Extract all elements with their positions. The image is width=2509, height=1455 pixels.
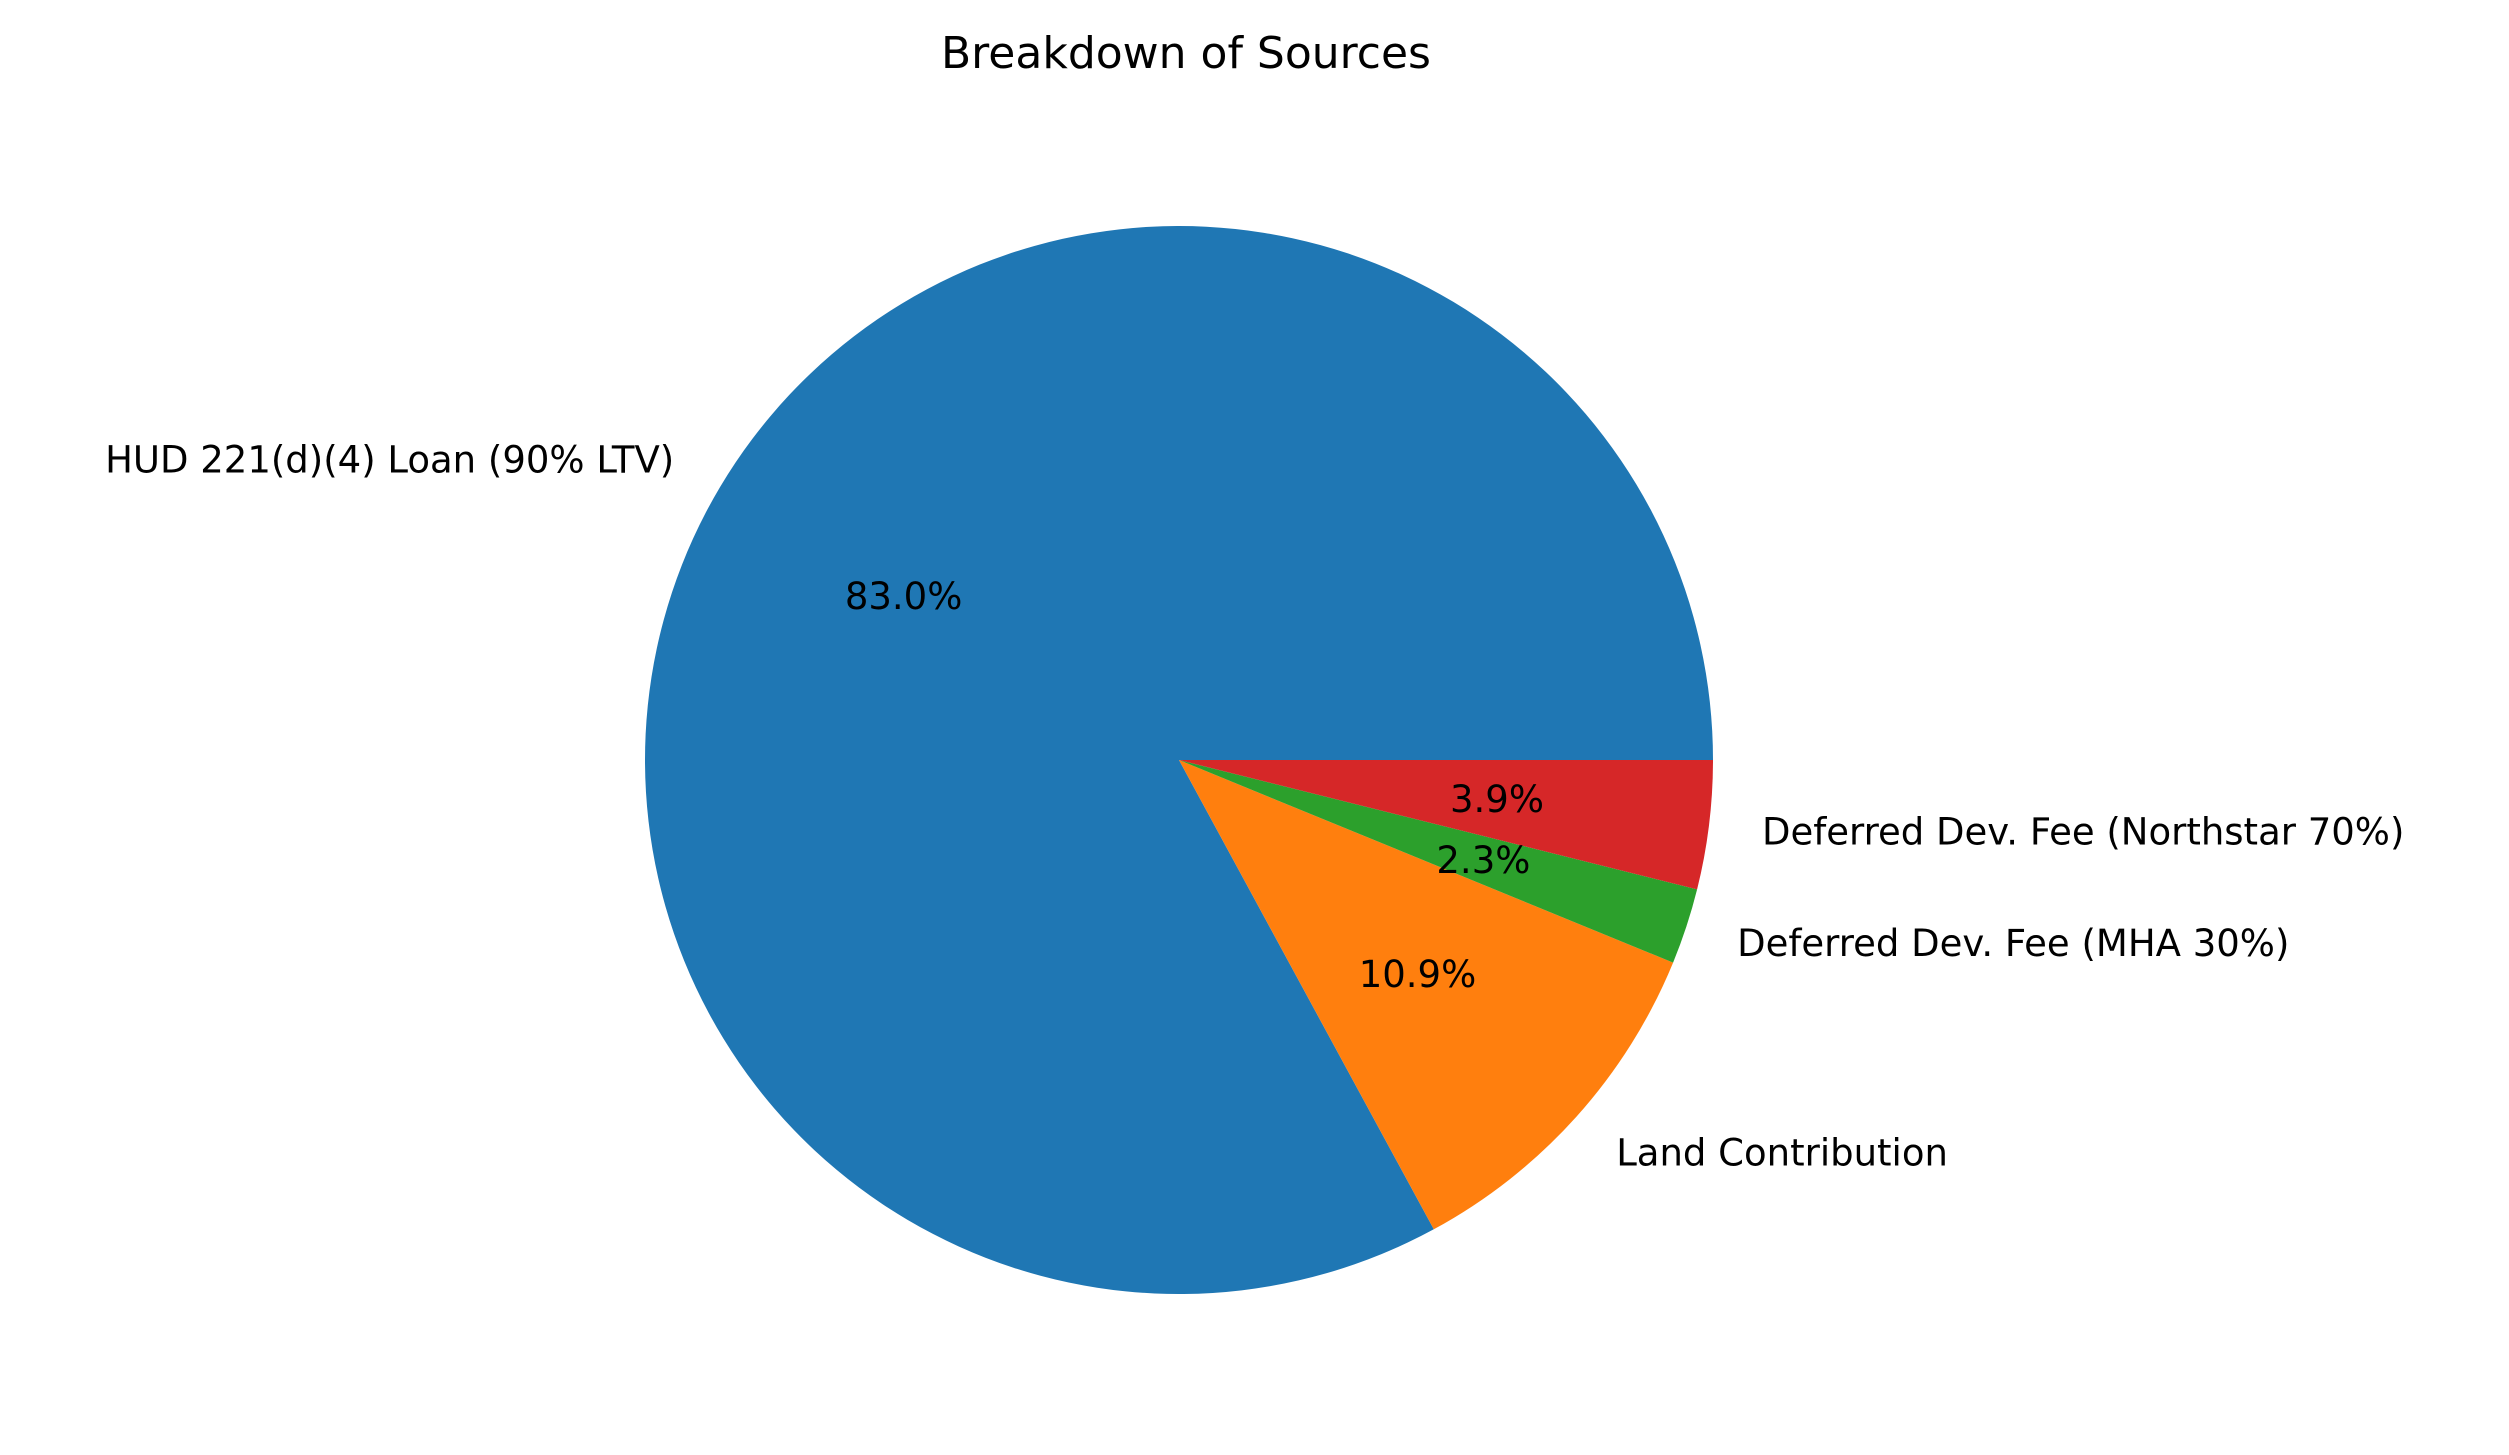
slice-percent-label: 2.3%	[1436, 839, 1530, 882]
pie-slices	[645, 226, 1714, 1295]
slice-label: Deferred Dev. Fee (Northstar 70%)	[1762, 811, 2404, 854]
slice-percent-label: 83.0%	[845, 575, 963, 618]
pie-slice	[1179, 760, 1698, 963]
slice-percent-label: 3.9%	[1450, 778, 1544, 821]
chart-title: Breakdown of Sources	[941, 28, 1431, 79]
pie-labels: HUD 221(d)(4) Loan (90% LTV) 83.0% Land Co…	[105, 439, 2404, 1175]
slice-label: Land Contribution	[1616, 1131, 1948, 1174]
slice-percent-label: 10.9%	[1359, 953, 1477, 996]
slice-label: Deferred Dev. Fee (MHA 30%)	[1737, 922, 2289, 965]
slice-label: HUD 221(d)(4) Loan (90% LTV)	[105, 439, 674, 482]
pie-slice	[1179, 760, 1674, 1230]
pie-slice	[645, 226, 1714, 1295]
pie-slice	[1179, 760, 1713, 890]
